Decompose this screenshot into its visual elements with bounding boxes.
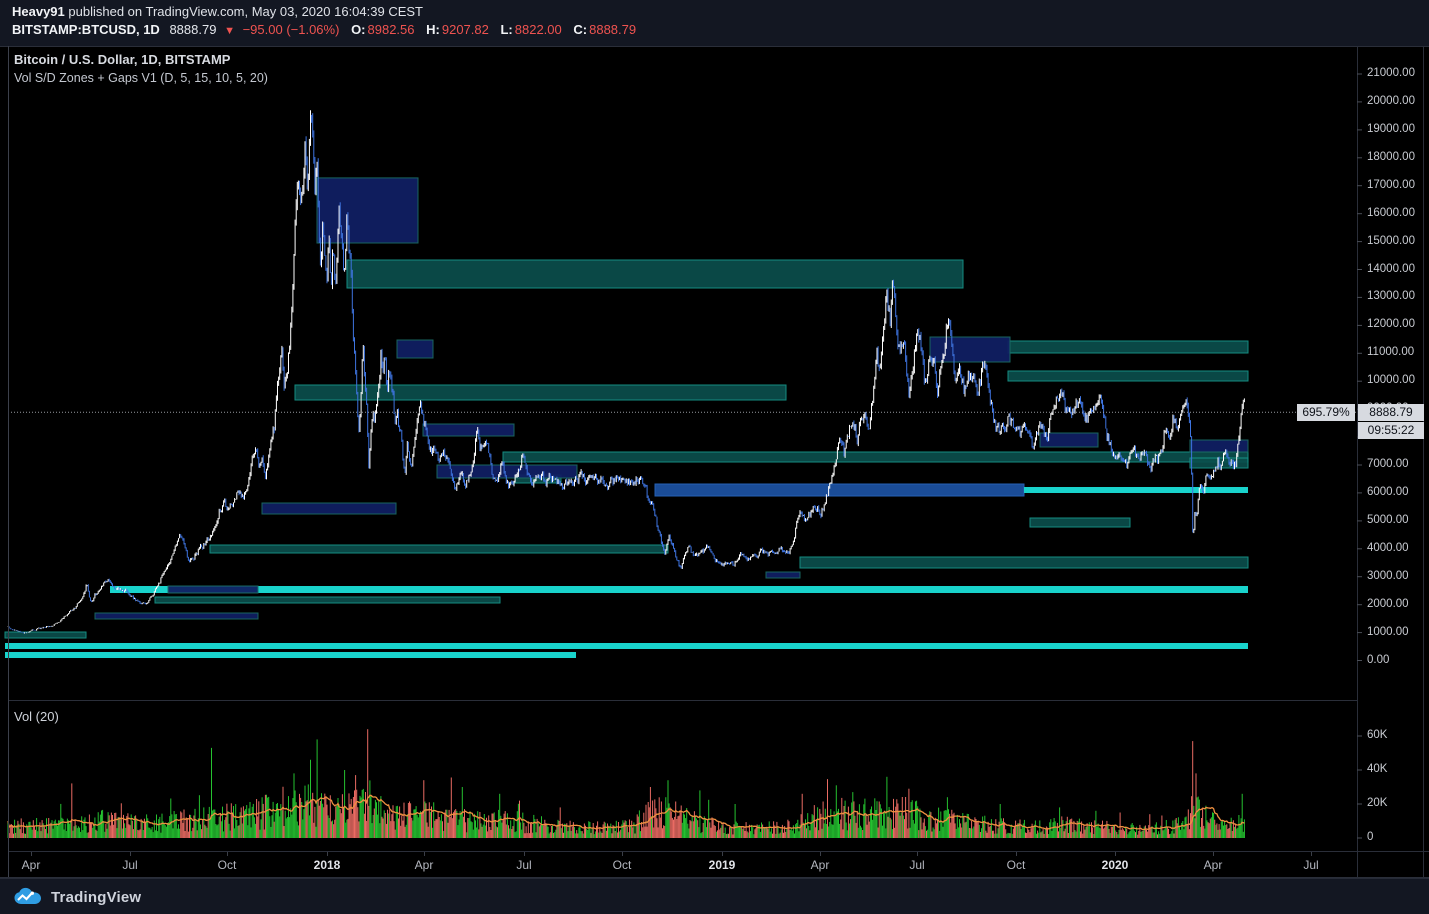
bar-countdown-label: 09:55:22 [1358,421,1424,439]
price-axis[interactable]: 21000.00 20000.00 19000.00 18000.00 17000.00… [1357,46,1429,877]
publish-line: Heavy91 published on TradingView.com, Ma… [12,4,423,19]
price-tick-label: 2000.00 [1367,597,1409,610]
brand-name: TradingView [51,888,142,906]
high-value: 9207.82 [441,22,489,37]
time-tick-label: Jul [909,858,925,872]
sd-zone [5,652,576,658]
sd-zone [799,556,1249,569]
price-tick-label: 5000.00 [1367,513,1409,526]
author-name: Heavy91 [12,4,65,19]
price-tick-label: 3000.00 [1367,569,1409,582]
price-tick-label: 17000.00 [1367,178,1415,191]
open-label: O: [351,22,366,37]
sd-zones-layer [4,177,1249,658]
sd-zone [422,423,515,437]
time-tick-label: 2019 [708,858,736,872]
time-tick-label: Jul [122,858,138,872]
low-label: L: [500,22,513,37]
pane-borders [0,46,1429,878]
volume-tick-label: 40K [1367,763,1388,775]
time-tick-label: Apr [21,858,41,872]
volume-bars-layer [7,729,1245,838]
sd-zone [346,259,964,289]
time-tick-label: Apr [414,858,434,872]
high-label: H: [426,22,440,37]
price-tick-label: 4000.00 [1367,541,1409,554]
sd-zone [1029,517,1131,528]
time-tick-label: Oct [217,858,237,872]
price-tick-label: 1000.00 [1367,625,1409,638]
current-price-label: 8888.79 [1358,403,1424,421]
volume-tick-label: 20K [1367,797,1388,809]
sd-zone [94,612,259,620]
sd-zone [765,571,801,579]
sd-zone [1024,487,1248,493]
sd-zone [110,586,1248,593]
price-tick-label: 20000.00 [1367,94,1415,107]
tradingview-logo-icon [14,887,41,904]
time-axis[interactable]: Apr Jul Oct 2018 Apr Jul Oct 2019 Apr Jul Oct 2020 A… [0,851,1429,877]
sd-zone [294,384,787,401]
symbol-title: BITSTAMP:BTCUSD, 1D [12,22,160,37]
sd-zone [261,502,397,515]
sd-zone [209,544,669,554]
snapshot-footer: TradingView [0,878,1429,914]
price-tick-label: 0.00 [1367,653,1390,666]
volume-ma-line [7,794,1245,831]
time-tick-label: 2018 [313,858,341,872]
sd-zone [396,339,434,359]
sd-zone [502,451,1249,463]
close-label: C: [573,22,588,37]
price-change-value: −95.00 (−1.06%) [242,22,340,37]
time-tick-label: Apr [1203,858,1223,872]
percent-change-label: 695.79% [1297,403,1355,421]
sd-zone [1189,439,1249,453]
axis-tick-marks [31,73,1362,856]
price-tick-label: 21000.00 [1367,67,1415,79]
price-tick-label: 7000.00 [1367,458,1409,471]
price-tick-label: 16000.00 [1367,206,1415,219]
sd-zone [436,464,578,479]
price-tick-label: 10000.00 [1367,374,1415,387]
sd-zone [1039,432,1099,448]
symbol-line: BITSTAMP:BTCUSD, 1D 8888.79 ▼ −95.00 (−1… [12,22,636,37]
price-tick-label: 14000.00 [1367,262,1415,275]
sd-zone [1007,340,1249,354]
sd-zone [5,643,1248,649]
snapshot-header: Heavy91 published on TradingView.com, Ma… [0,0,1429,46]
volume-tick-label: 60K [1367,729,1388,741]
sd-zone [167,585,259,594]
price-tick-label: 15000.00 [1367,234,1415,247]
price-down-icon: ▼ [224,25,235,37]
volume-tick-label: 0 [1367,831,1374,843]
time-tick-label: Oct [1006,858,1026,872]
price-tick-label: 6000.00 [1367,485,1409,498]
sd-zone [654,483,1025,497]
price-tick-label: 18000.00 [1367,150,1415,163]
price-tick-label: 12000.00 [1367,318,1415,331]
open-value: 8982.56 [367,22,415,37]
time-tick-label: Jul [516,858,532,872]
sd-zone [316,177,419,244]
time-tick-label: Oct [612,858,632,872]
sd-zone [154,596,501,604]
time-tick-label: 2020 [1101,858,1129,872]
time-tick-label: Jul [1303,858,1319,872]
price-tick-label: 19000.00 [1367,122,1415,135]
sd-zone [1007,370,1249,382]
publish-info: published on TradingView.com, May 03, 20… [68,4,423,19]
sd-zone [929,336,1011,363]
sd-zone [4,631,87,639]
candles-layer [7,110,1245,634]
last-price-value: 8888.79 [169,22,217,37]
time-tick-label: Apr [810,858,830,872]
low-value: 8822.00 [514,22,562,37]
price-tick-label: 13000.00 [1367,290,1415,303]
price-tick-label: 11000.00 [1367,346,1415,359]
close-value: 8888.79 [589,22,637,37]
